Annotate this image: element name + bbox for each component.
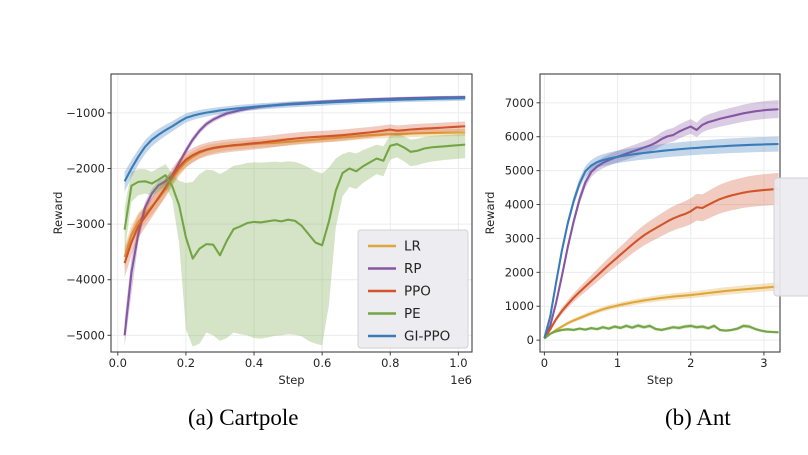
series-line-gi-ppo bbox=[123, 97, 466, 182]
caption-cartpole: (a) Cartpole bbox=[188, 405, 299, 430]
confidence-band-pe bbox=[124, 133, 466, 347]
ant-plot-svg: 0 1 2 3 0 1000 2000 3000 4000 5000 6000 7000 Step Rew… bbox=[483, 73, 808, 387]
series-group bbox=[543, 100, 779, 340]
series-line-rp bbox=[543, 108, 779, 339]
y-tick-label: −1000 bbox=[66, 106, 105, 120]
axis-ticks: 0 1 2 3 0 1000 2000 3000 4000 5000 6000 7000 bbox=[505, 96, 768, 370]
x-tick-label: 0.2 bbox=[177, 356, 195, 370]
x-axis-offset-label: 1e6 bbox=[450, 373, 472, 387]
y-tick-label: 5000 bbox=[505, 164, 534, 178]
legend-item-lr[interactable]: LR bbox=[368, 239, 421, 255]
series-line-pe bbox=[543, 324, 779, 340]
gridlines bbox=[540, 74, 780, 352]
legend-label-gi-ppo: GI-PPO bbox=[404, 329, 450, 345]
series-line-ppo bbox=[123, 125, 466, 264]
x-tick-label: 0.4 bbox=[245, 356, 263, 370]
y-tick-label: −3000 bbox=[66, 217, 105, 231]
series-line-lr bbox=[543, 285, 779, 339]
chart-panel-ant: 0 1 2 3 0 1000 2000 3000 4000 5000 6000 7000 Step Rew… bbox=[480, 0, 808, 455]
y-tick-label: 2000 bbox=[505, 265, 534, 279]
legend-label-pe: PE bbox=[404, 306, 421, 322]
x-tick-label: 0.6 bbox=[313, 356, 331, 370]
series-line-ppo bbox=[543, 187, 779, 340]
x-axis-label: Step bbox=[647, 373, 673, 387]
legend-item-gi-ppo[interactable]: GI-PPO bbox=[368, 329, 450, 345]
x-tick-label: 3 bbox=[760, 356, 767, 370]
y-axis-label: Reward bbox=[483, 192, 497, 235]
legend-item-rp[interactable]: RP bbox=[368, 261, 422, 277]
legend-label-ppo: PPO bbox=[404, 284, 431, 300]
legend-clipped[interactable] bbox=[773, 177, 808, 297]
y-tick-label: 6000 bbox=[505, 130, 534, 144]
x-tick-label: 0.8 bbox=[381, 356, 399, 370]
series-line-gi-ppo bbox=[543, 142, 779, 339]
legend-label-rp: RP bbox=[404, 261, 422, 277]
plot-area-background bbox=[540, 74, 780, 352]
x-tick-label: 1 bbox=[614, 356, 621, 370]
caption-ant: (b) Ant bbox=[665, 405, 731, 430]
y-tick-label: −5000 bbox=[66, 328, 105, 342]
confidence-band-ppo bbox=[544, 172, 779, 340]
y-tick-label: −2000 bbox=[66, 162, 105, 176]
cartpole-plot-svg: 0.0 0.2 0.4 0.6 0.8 1.0 −1000 −2000 −3000 −4000 −5… bbox=[51, 73, 473, 387]
series-line-pe bbox=[123, 143, 466, 260]
series-group bbox=[123, 95, 466, 347]
y-tick-label: 0 bbox=[527, 333, 534, 347]
legend-label-lr: LR bbox=[404, 239, 421, 255]
x-tick-label: 0 bbox=[541, 356, 548, 370]
y-tick-label: 4000 bbox=[505, 198, 534, 212]
y-tick-label: −4000 bbox=[66, 273, 105, 287]
chart-panel-cartpole: 0.0 0.2 0.4 0.6 0.8 1.0 −1000 −2000 −3000 −4000 −5… bbox=[51, 73, 473, 387]
x-tick-label: 0.0 bbox=[109, 356, 127, 370]
x-tick-label: 2 bbox=[687, 356, 694, 370]
axis-ticks: 0.0 0.2 0.4 0.6 0.8 1.0 −1000 −2000 −3000 −4000 −5… bbox=[66, 106, 467, 370]
series-line-lr bbox=[123, 131, 466, 258]
y-axis-label: Reward bbox=[51, 192, 65, 235]
y-tick-label: 3000 bbox=[505, 231, 534, 245]
x-axis-label: Step bbox=[278, 373, 304, 387]
x-tick-label: 1.0 bbox=[449, 356, 467, 370]
y-tick-label: 1000 bbox=[505, 299, 534, 313]
y-tick-label: 7000 bbox=[505, 96, 534, 110]
axes-spines bbox=[110, 73, 473, 353]
legend-background bbox=[357, 229, 469, 349]
legend[interactable]: LR RP PPO PE GI-PPO bbox=[357, 229, 469, 349]
legend-item-ppo[interactable]: PPO bbox=[368, 284, 431, 300]
legend-item-pe[interactable]: PE bbox=[368, 306, 421, 322]
